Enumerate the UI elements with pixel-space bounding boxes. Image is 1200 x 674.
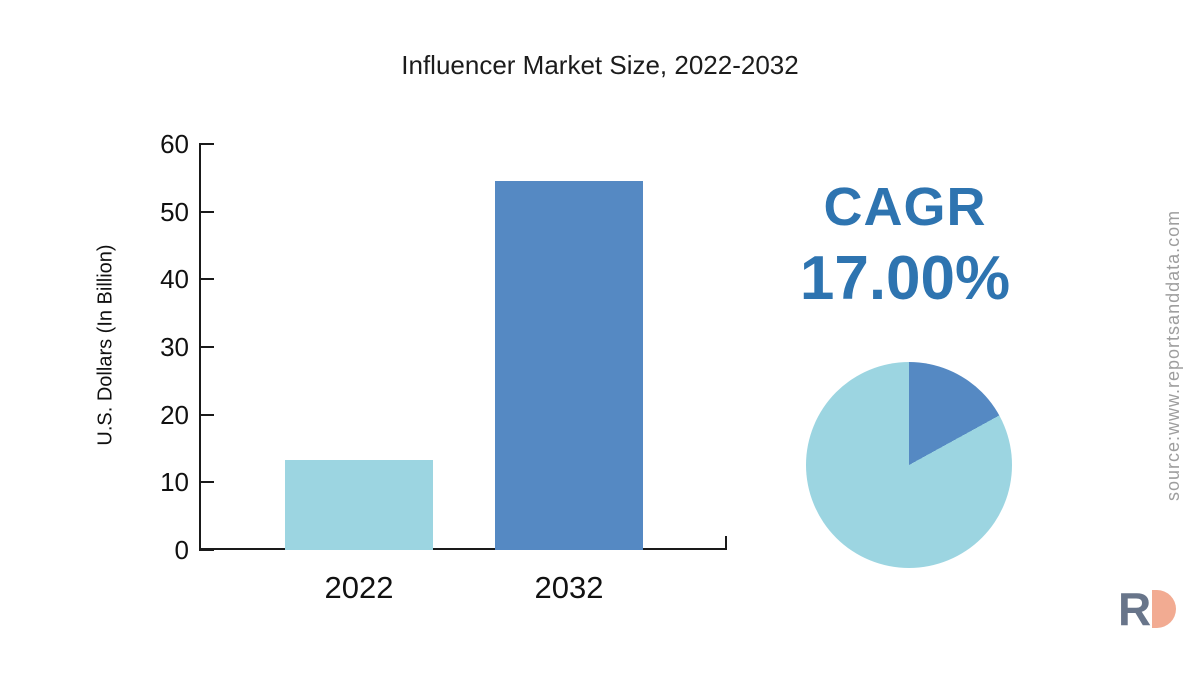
source-credit: source:www.reportsanddata.com (1163, 209, 1183, 501)
y-tick-label: 20 (160, 399, 189, 430)
cagr-value: 17.00% (799, 244, 1011, 313)
bar-plot: 0 10 20 30 40 50 60 2022 2032 (160, 131, 727, 605)
y-axis-tick (199, 481, 214, 484)
logo-d-mark-icon (1152, 590, 1177, 628)
y-axis-tick (199, 143, 214, 145)
brand-logo: R (1118, 583, 1177, 635)
y-axis-tick (199, 413, 214, 416)
y-tick-label: 60 (160, 129, 189, 159)
x-category-label: 2022 (324, 570, 394, 605)
cagr-label: CAGR (823, 177, 987, 237)
x-axis-line (199, 548, 727, 550)
x-category-label: 2032 (534, 570, 604, 605)
cagr-block: CAGR 17.00% (755, 180, 1055, 310)
y-tick-label: 0 (174, 535, 189, 565)
chart-title: Influencer Market Size, 2022-2032 (401, 50, 799, 80)
y-tick-label: 10 (160, 467, 189, 498)
y-axis-tick (199, 549, 214, 551)
pie-chart (806, 362, 1012, 568)
bar-2022 (285, 460, 433, 550)
x-axis-end-tick (725, 536, 727, 550)
y-axis-title: U.S. Dollars (In Billion) (94, 244, 117, 446)
y-tick-label: 30 (160, 332, 189, 362)
y-axis-tick (199, 210, 214, 213)
logo-letter-r: R (1118, 583, 1152, 635)
y-tick-label: 50 (160, 196, 189, 227)
y-axis-tick (199, 346, 214, 348)
y-tick-label: 40 (160, 264, 189, 295)
bar-2032 (495, 181, 643, 550)
y-axis-tick (199, 278, 214, 281)
